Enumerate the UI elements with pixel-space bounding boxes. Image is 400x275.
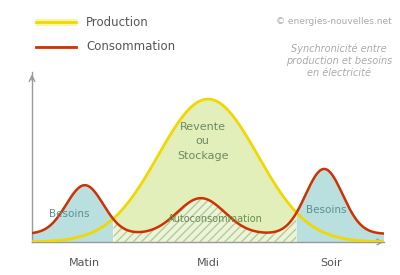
- Text: Besoins: Besoins: [306, 205, 346, 214]
- Text: Consommation: Consommation: [86, 40, 175, 53]
- Text: Besoins: Besoins: [49, 209, 89, 219]
- Text: Matin: Matin: [69, 258, 100, 268]
- Text: Production: Production: [86, 15, 149, 29]
- Text: Midi: Midi: [196, 258, 220, 268]
- Text: Synchronicité entre
production et besoins
en électricité: Synchronicité entre production et besoin…: [286, 44, 392, 78]
- Text: Soir: Soir: [320, 258, 342, 268]
- Text: Autoconsommation: Autoconsommation: [168, 214, 262, 224]
- Text: Revente
ou
Stockage: Revente ou Stockage: [177, 122, 228, 161]
- Text: © energies-nouvelles.net: © energies-nouvelles.net: [276, 16, 392, 26]
